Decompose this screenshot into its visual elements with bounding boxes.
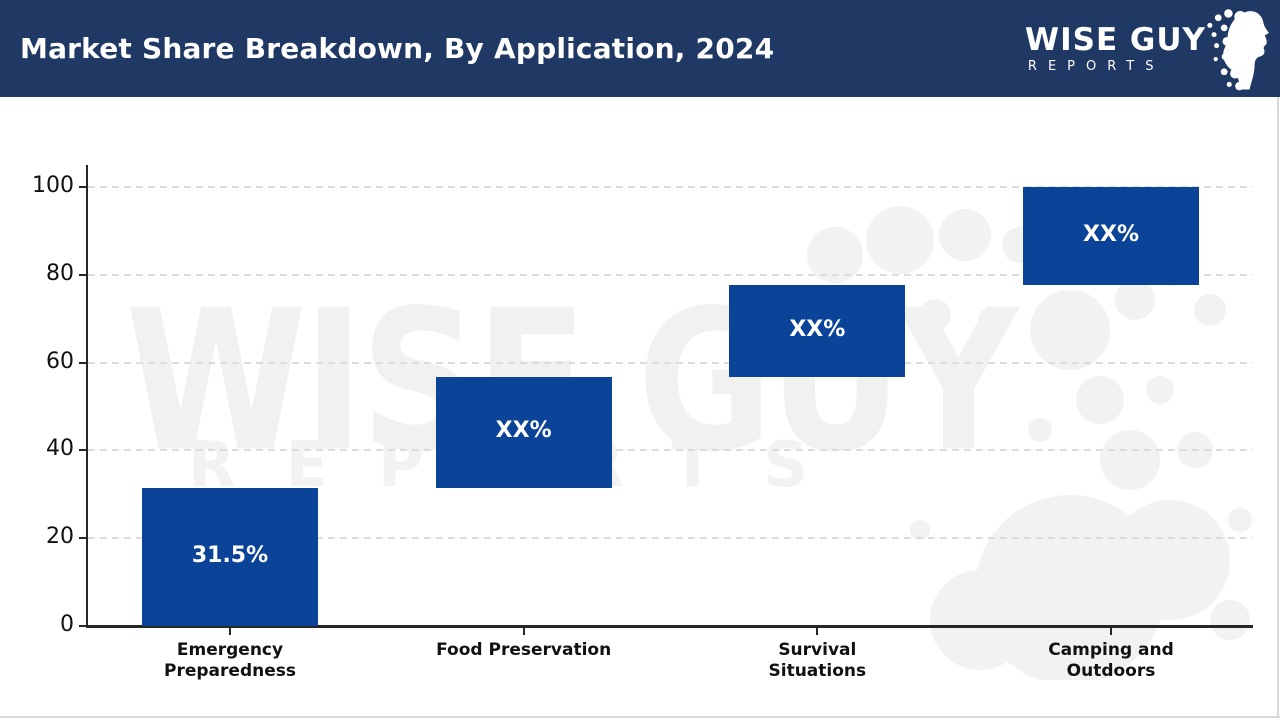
bar-value-label: XX% (495, 418, 552, 444)
y-axis-label: 80 (46, 260, 74, 286)
page-bottom-border (0, 716, 1280, 718)
gridline (88, 273, 1253, 276)
y-axis-label: 0 (60, 612, 74, 637)
x-tick (1110, 628, 1112, 635)
y-tick (79, 273, 86, 276)
bar (142, 487, 318, 626)
y-tick (79, 361, 86, 364)
category-label: Emergency Preparedness (164, 640, 296, 681)
y-axis-label: 60 (46, 348, 74, 374)
bar-value-label: XX% (1083, 221, 1139, 247)
y-tick (79, 186, 86, 188)
bar-value-label: 31.5% (191, 542, 269, 568)
chart-title: Market Share Breakdown, By Application, … (20, 32, 775, 65)
bar-value-label: XX% (789, 316, 846, 342)
logo-text: WISE GUY REPORTS (1025, 23, 1206, 74)
y-axis-label: 40 (46, 436, 74, 462)
watermark-head-graphic (794, 206, 1252, 680)
y-axis-spine (86, 165, 88, 628)
logo-subtext: REPORTS (1027, 59, 1165, 74)
logo-wordmark: WISE GUY (1024, 22, 1206, 58)
logo-head-icon (1207, 8, 1269, 90)
x-tick (816, 628, 819, 635)
page-right-border (1277, 97, 1279, 717)
y-tick (79, 449, 86, 452)
category-label: Survival Situations (768, 640, 867, 681)
bar (729, 284, 906, 378)
gridline (88, 186, 1253, 188)
gridline (88, 537, 1253, 540)
brand-logo: WISE GUY REPORTS (1025, 5, 1280, 93)
gridline (88, 361, 1253, 364)
category-label: Camping and Outdoors (1048, 640, 1174, 681)
gridline (88, 449, 1253, 452)
bar (1023, 187, 1199, 285)
category-label: Food Preservation (436, 640, 612, 660)
y-axis-label: 100 (32, 173, 74, 198)
x-axis-spine (86, 625, 1253, 628)
y-tick (79, 625, 86, 627)
bar (435, 377, 612, 488)
x-tick (522, 628, 525, 635)
y-axis-label: 20 (46, 524, 74, 550)
header-bar: Market Share Breakdown, By Application, … (0, 0, 1280, 97)
x-tick (229, 628, 231, 635)
y-tick (79, 537, 86, 540)
